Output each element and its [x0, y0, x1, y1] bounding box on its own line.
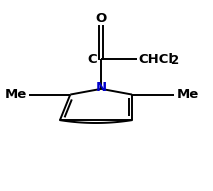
Text: Me: Me [5, 88, 27, 101]
Text: 2: 2 [170, 54, 178, 67]
Text: Me: Me [176, 88, 199, 101]
Text: C: C [87, 53, 97, 66]
Text: CHCl: CHCl [138, 53, 173, 66]
Text: O: O [95, 12, 107, 25]
Text: N: N [96, 81, 107, 94]
